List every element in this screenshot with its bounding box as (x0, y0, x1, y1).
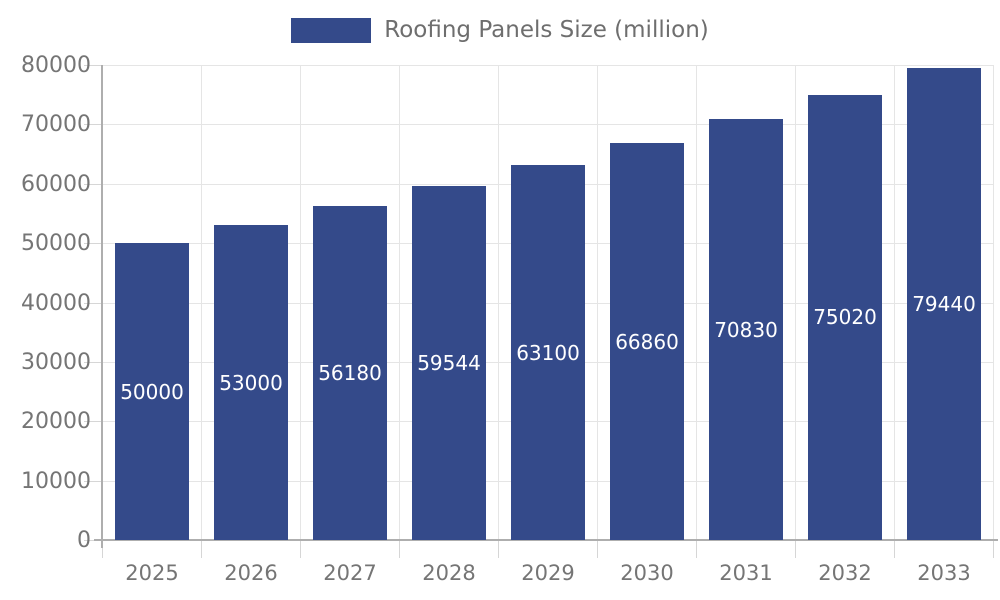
x-tick-label: 2032 (818, 561, 872, 585)
x-axis-tick (993, 540, 994, 558)
x-axis-tick (399, 540, 400, 558)
bar[interactable] (412, 186, 486, 540)
bar-value-label: 79440 (912, 292, 976, 316)
y-axis-tick (84, 540, 102, 541)
bar[interactable] (610, 143, 684, 540)
y-axis-line (101, 65, 103, 548)
x-gridline (597, 65, 598, 540)
y-axis-tick (84, 124, 102, 125)
y-tick-label: 80000 (21, 53, 91, 78)
legend-label: Roofing Panels Size (million) (384, 16, 709, 43)
y-axis-tick (84, 303, 102, 304)
y-tick-label: 50000 (21, 231, 91, 256)
bar-value-label: 75020 (813, 305, 877, 329)
legend-swatch-icon (291, 17, 372, 43)
x-axis-tick (201, 540, 202, 558)
bar[interactable] (907, 68, 981, 540)
x-axis-line (94, 539, 998, 541)
bar-value-label: 53000 (219, 371, 283, 395)
bar-value-label: 50000 (120, 380, 184, 404)
x-axis-tick (894, 540, 895, 558)
bar[interactable] (511, 165, 585, 540)
y-tick-label: 30000 (21, 350, 91, 375)
x-axis-tick (795, 540, 796, 558)
bar[interactable] (808, 95, 882, 540)
x-tick-label: 2029 (521, 561, 575, 585)
bar[interactable] (709, 119, 783, 540)
x-gridline (300, 65, 301, 540)
y-tick-label: 40000 (21, 291, 91, 316)
y-axis-tick (84, 184, 102, 185)
x-tick-label: 2031 (719, 561, 773, 585)
x-axis-tick (498, 540, 499, 558)
y-axis-tick (84, 65, 102, 66)
y-axis-tick (84, 362, 102, 363)
y-tick-label: 60000 (21, 172, 91, 197)
x-gridline (696, 65, 697, 540)
y-tick-label: 0 (77, 528, 91, 553)
y-axis-tick (84, 421, 102, 422)
x-tick-label: 2027 (323, 561, 377, 585)
x-gridline (993, 65, 994, 540)
bar-value-label: 70830 (714, 318, 778, 342)
x-axis-tick (102, 540, 103, 558)
y-gridline (102, 65, 993, 66)
x-tick-label: 2028 (422, 561, 476, 585)
x-gridline (201, 65, 202, 540)
x-axis-tick (696, 540, 697, 558)
x-axis-tick (597, 540, 598, 558)
y-tick-label: 20000 (21, 409, 91, 434)
y-tick-label: 10000 (21, 469, 91, 494)
bar[interactable] (115, 243, 189, 540)
x-tick-label: 2025 (125, 561, 179, 585)
bar-value-label: 63100 (516, 341, 580, 365)
bar-value-label: 56180 (318, 361, 382, 385)
x-gridline (498, 65, 499, 540)
bar[interactable] (214, 225, 288, 540)
y-axis-tick (84, 243, 102, 244)
bar-value-label: 66860 (615, 330, 679, 354)
bar[interactable] (313, 206, 387, 540)
bar-value-label: 59544 (417, 351, 481, 375)
x-gridline (795, 65, 796, 540)
legend[interactable]: Roofing Panels Size (million) (0, 14, 1000, 46)
x-gridline (399, 65, 400, 540)
y-tick-label: 70000 (21, 112, 91, 137)
x-gridline (894, 65, 895, 540)
x-tick-label: 2026 (224, 561, 278, 585)
y-axis-tick (84, 481, 102, 482)
x-tick-label: 2030 (620, 561, 674, 585)
y-gridline (102, 124, 993, 125)
x-axis-tick (300, 540, 301, 558)
x-tick-label: 2033 (917, 561, 971, 585)
